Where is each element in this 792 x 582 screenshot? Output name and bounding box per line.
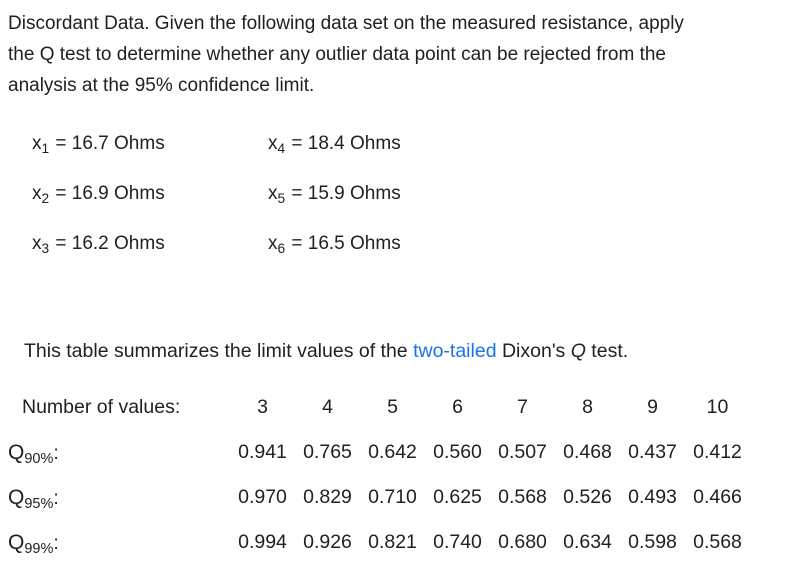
q-value-cell: 0.680 [498,531,547,553]
count-header-10: 10 [706,396,729,418]
problem-statement: Discordant Data. Given the following dat… [8,8,792,101]
measurement-x3: x3 = 16.2 Ohms [32,228,268,278]
q-value-cell: 0.468 [563,441,612,463]
document-page: Discordant Data. Given the following dat… [0,8,792,565]
q-value-cell: 0.568 [693,531,742,553]
q-value-cell: 0.821 [368,531,417,553]
q-value-cell: 0.598 [628,531,677,553]
measurement-value: = 16.2 Ohms [50,233,165,254]
number-of-values-label: Number of values: [22,396,181,418]
table-caption: This table summarizes the limit values o… [24,336,792,367]
caption-text-start: This table summarizes the limit values o… [24,340,414,362]
q-symbol: Q [8,485,25,509]
count-header-4: 4 [322,396,333,418]
measurement-x2: x2 = 16.9 Ohms [32,178,268,228]
q-value-cell: 0.634 [563,531,612,553]
q-value-cell: 0.642 [368,441,417,463]
q-confidence-subscript: 90% [24,450,54,467]
table-row-q90: Q90%: 0.941 0.765 0.642 0.560 0.507 0.46… [8,430,750,475]
q-value-cell: 0.710 [368,486,417,508]
q-confidence-subscript: 95% [24,495,54,512]
table-header-row: Number of values: 3 4 5 6 7 8 9 10 [8,385,750,430]
two-tailed-link[interactable]: two-tailed [413,340,497,362]
caption-q-italic: Q [570,340,586,362]
variable-name: x [268,183,278,204]
q-value-cell: 0.625 [433,486,482,508]
measurement-value: = 16.5 Ohms [286,233,401,254]
q-value-cell: 0.560 [433,441,482,463]
q-value-cell: 0.412 [693,441,742,463]
q-value-cell: 0.941 [238,441,287,463]
problem-statement-line-3: analysis at the 95% confidence limit. [8,75,315,96]
q-value-cell: 0.765 [303,441,352,463]
measurement-x6: x6 = 16.5 Ohms [268,228,401,278]
measurement-x5: x5 = 15.9 Ohms [268,178,401,228]
variable-subscript: 5 [277,190,286,206]
measurement-value: = 18.4 Ohms [286,133,401,154]
q99-row-label: Q99%: [8,520,230,565]
q-value-cell: 0.507 [498,441,547,463]
measurement-column-left: x1 = 16.7 Ohms x2 = 16.9 Ohms x3 = 16.2 … [32,128,268,278]
measurement-value: = 16.9 Ohms [50,183,165,204]
count-header-5: 5 [387,396,398,418]
problem-statement-line-2: the Q test to determine whether any outl… [8,44,666,65]
q-value-cell: 0.568 [498,486,547,508]
measurement-list: x1 = 16.7 Ohms x2 = 16.9 Ohms x3 = 16.2 … [32,128,792,278]
variable-name: x [32,133,42,154]
table-row-q99: Q99%: 0.994 0.926 0.821 0.740 0.680 0.63… [8,520,750,565]
q-value-cell: 0.926 [303,531,352,553]
q-confidence-subscript: 99% [24,540,54,557]
q-value-cell: 0.829 [303,486,352,508]
caption-text-middle: Dixon's [496,340,571,362]
count-header-7: 7 [517,396,528,418]
measurement-value: = 15.9 Ohms [286,183,401,204]
q-value-cell: 0.437 [628,441,677,463]
variable-subscript: 1 [41,140,50,156]
count-header-6: 6 [452,396,463,418]
q-value-cell: 0.466 [693,486,742,508]
variable-subscript: 6 [277,240,286,256]
table-row-q95: Q95%: 0.970 0.829 0.710 0.625 0.568 0.52… [8,475,750,520]
count-header-9: 9 [647,396,658,418]
count-header-8: 8 [582,396,593,418]
q-value-cell: 0.740 [433,531,482,553]
measurement-x4: x4 = 18.4 Ohms [268,128,401,178]
q-symbol: Q [8,440,25,464]
q-value-cell: 0.493 [628,486,677,508]
q-label-colon: : [53,486,59,509]
variable-subscript: 4 [277,140,286,156]
variable-name: x [32,183,42,204]
variable-subscript: 3 [41,240,50,256]
variable-subscript: 2 [41,190,50,206]
q-value-cell: 0.994 [238,531,287,553]
q-symbol: Q [8,530,25,554]
count-header-3: 3 [257,396,268,418]
q95-row-label: Q95%: [8,475,230,520]
caption-text-end: test. [585,340,629,362]
q-label-colon: : [53,531,59,554]
variable-name: x [268,133,278,154]
q-value-cell: 0.526 [563,486,612,508]
q-value-cell: 0.970 [238,486,287,508]
variable-name: x [268,233,278,254]
measurement-value: = 16.7 Ohms [50,133,165,154]
q90-row-label: Q90%: [8,430,230,475]
measurement-column-right: x4 = 18.4 Ohms x5 = 15.9 Ohms x6 = 16.5 … [268,128,401,278]
problem-statement-line-1: Discordant Data. Given the following dat… [8,13,684,34]
measurement-x1: x1 = 16.7 Ohms [32,128,268,178]
q-label-colon: : [53,441,59,464]
dixon-q-table: Number of values: 3 4 5 6 7 8 9 10 Q90%:… [8,385,750,565]
variable-name: x [32,233,42,254]
